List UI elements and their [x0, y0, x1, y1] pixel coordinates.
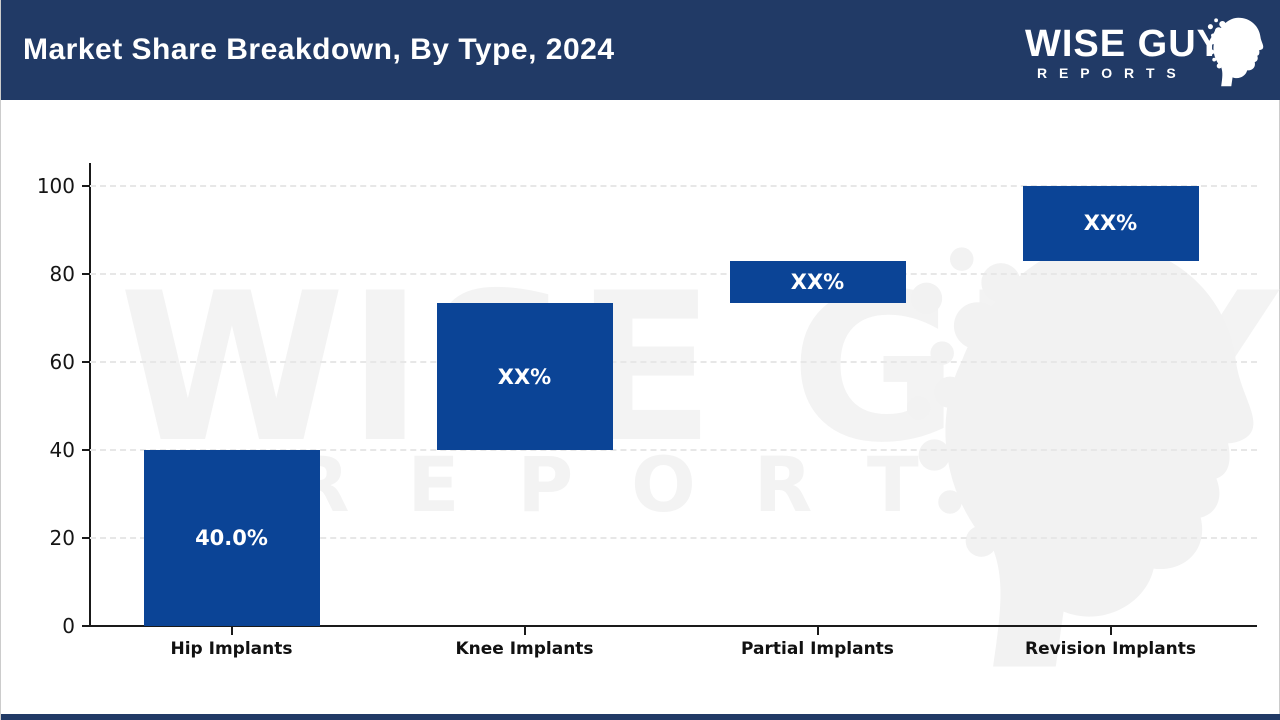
bar-knee-implants: XX%	[436, 303, 613, 450]
header: Market Share Breakdown, By Type, 2024 WI…	[1, 0, 1280, 100]
x-axis-line	[84, 625, 1257, 627]
bar-value-label-revision-implants: XX%	[1083, 211, 1138, 236]
bar-value-label-partial-implants: XX%	[790, 270, 845, 295]
x-tick-mark-partial-implants	[816, 627, 819, 635]
page-title: Market Share Breakdown, By Type, 2024	[23, 33, 615, 66]
y-tick-label-80: 80	[49, 262, 75, 286]
bar-revision-implants: XX%	[1022, 186, 1199, 261]
logo-reports-text: R E P O R T S	[1037, 65, 1180, 81]
bar-hip-implants: 40.0%	[143, 450, 320, 626]
x-tick-mark-knee-implants	[523, 627, 526, 635]
bar-value-label-knee-implants: XX%	[497, 364, 552, 389]
logo-wiseguy-text: WISE GUY	[1025, 23, 1223, 65]
y-tick-label-60: 60	[49, 350, 75, 374]
y-tick-label-40: 40	[49, 438, 75, 462]
gridline-20	[90, 537, 1257, 539]
y-tick-mark-20	[82, 537, 90, 539]
x-tick-label-revision-implants: Revision Implants	[1024, 639, 1197, 659]
y-tick-mark-80	[82, 273, 90, 275]
y-tick-label-20: 20	[49, 526, 75, 550]
gridline-100	[90, 185, 1257, 187]
footer-bar	[1, 714, 1280, 720]
y-tick-label-100: 100	[36, 174, 75, 198]
y-tick-mark-0	[82, 625, 90, 627]
x-tick-label-knee-implants: Knee Implants	[455, 639, 594, 659]
gridline-80	[90, 273, 1257, 275]
y-tick-mark-40	[82, 449, 90, 451]
brand-logo: WISE GUY R E P O R T S	[1025, 8, 1273, 92]
y-axis-line	[89, 163, 91, 627]
bar-value-label-hip-implants: 40.0%	[195, 526, 268, 550]
y-tick-label-0: 0	[62, 614, 75, 638]
y-tick-mark-100	[82, 185, 90, 187]
y-tick-mark-60	[82, 361, 90, 363]
gridline-40	[90, 449, 1257, 451]
x-tick-label-partial-implants: Partial Implants	[741, 639, 894, 659]
gridline-60	[90, 361, 1257, 363]
bar-partial-implants: XX%	[729, 260, 906, 304]
x-tick-label-hip-implants: Hip Implants	[170, 639, 293, 659]
x-tick-mark-revision-implants	[1109, 627, 1112, 635]
x-tick-mark-hip-implants	[230, 627, 233, 635]
